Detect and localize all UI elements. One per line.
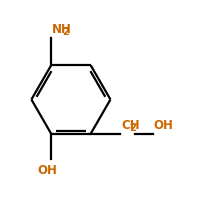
Text: NH: NH <box>52 23 72 36</box>
Text: OH: OH <box>154 119 173 132</box>
Text: 2: 2 <box>129 123 136 133</box>
Text: 2: 2 <box>62 27 69 37</box>
Text: CH: CH <box>121 119 140 132</box>
Text: OH: OH <box>37 164 57 177</box>
